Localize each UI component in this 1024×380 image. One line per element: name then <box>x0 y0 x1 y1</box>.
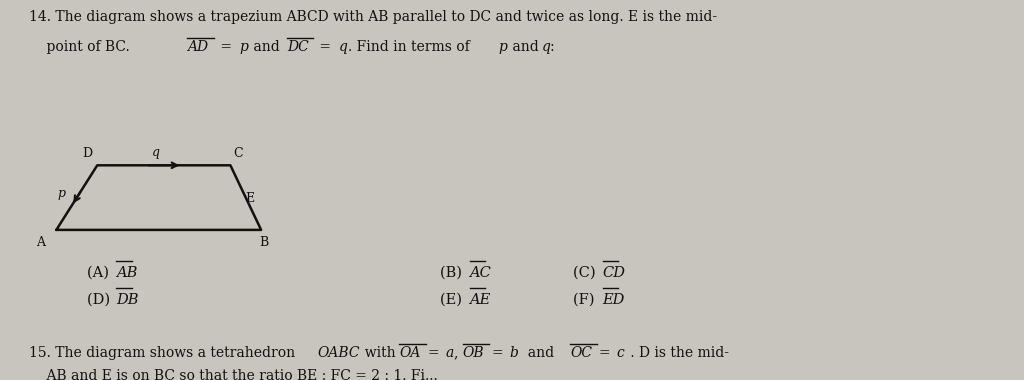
Text: point of BC.: point of BC. <box>29 40 134 54</box>
Text: =: = <box>599 346 615 360</box>
Text: (F): (F) <box>573 293 600 307</box>
Text: AB: AB <box>117 266 137 280</box>
Text: =: = <box>315 40 336 54</box>
Text: . Find in terms of: . Find in terms of <box>348 40 474 54</box>
Text: C: C <box>232 147 243 160</box>
Text: ED: ED <box>603 293 625 307</box>
Text: =: = <box>216 40 237 54</box>
Text: ,: , <box>454 346 458 360</box>
Text: . D is the mid-: . D is the mid- <box>626 346 729 360</box>
Text: c: c <box>616 346 625 360</box>
Text: DC: DC <box>287 40 308 54</box>
Text: and: and <box>249 40 284 54</box>
Text: E: E <box>246 192 255 205</box>
Text: OABC: OABC <box>317 346 360 360</box>
Text: AD: AD <box>187 40 209 54</box>
Text: :: : <box>550 40 555 54</box>
Text: DB: DB <box>117 293 139 307</box>
Text: a: a <box>445 346 454 360</box>
Text: CD: CD <box>603 266 626 280</box>
Text: OA: OA <box>399 346 421 360</box>
Text: (E): (E) <box>440 293 467 307</box>
Text: A: A <box>37 236 45 249</box>
Text: (C): (C) <box>573 266 601 280</box>
Text: and: and <box>508 40 543 54</box>
Text: q: q <box>542 40 551 54</box>
Text: OB: OB <box>463 346 484 360</box>
Text: 14. The diagram shows a trapezium ABCD with AB parallel to DC and twice as long.: 14. The diagram shows a trapezium ABCD w… <box>29 10 717 24</box>
Text: (D): (D) <box>87 293 115 307</box>
Text: (B): (B) <box>440 266 467 280</box>
Text: (A): (A) <box>87 266 114 280</box>
Text: q: q <box>152 146 160 159</box>
Text: with: with <box>356 346 404 360</box>
Text: 15. The diagram shows a tetrahedron: 15. The diagram shows a tetrahedron <box>29 346 299 360</box>
Text: OC: OC <box>570 346 592 360</box>
Text: p: p <box>499 40 508 54</box>
Text: AE: AE <box>470 293 490 307</box>
Text: b: b <box>509 346 518 360</box>
Text: q: q <box>339 40 348 54</box>
Text: AC: AC <box>470 266 492 280</box>
Text: =: = <box>428 346 444 360</box>
Text: AB and E is on BC so that the ratio BE : FC = 2 : 1. Fi...: AB and E is on BC so that the ratio BE :… <box>29 369 437 380</box>
Text: B: B <box>259 236 269 249</box>
Text: p: p <box>240 40 249 54</box>
Text: =: = <box>492 346 508 360</box>
Text: D: D <box>82 147 92 160</box>
Text: p: p <box>57 187 66 200</box>
Text: and: and <box>519 346 563 360</box>
